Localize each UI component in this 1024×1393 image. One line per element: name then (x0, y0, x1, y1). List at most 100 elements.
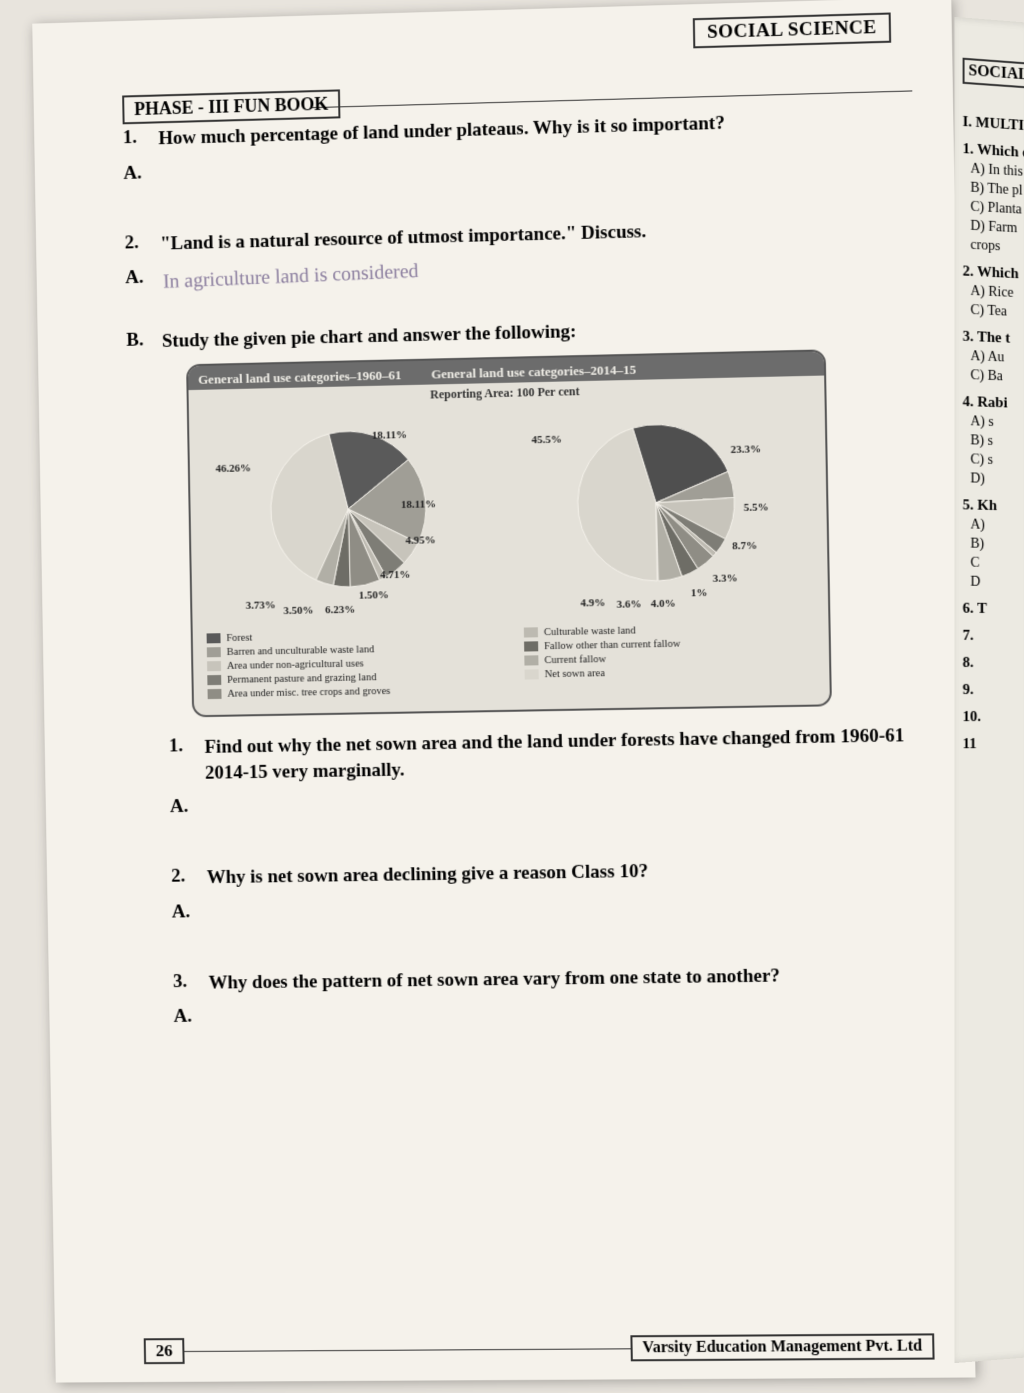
right-section-heading: I. MULTIPL (963, 114, 1024, 135)
right-question: 10. (963, 709, 1024, 726)
legend-swatch (207, 648, 221, 658)
right-option: D) (963, 471, 1024, 489)
question-number: 1. (169, 735, 205, 787)
right-option: A) s (963, 414, 1024, 432)
legend-swatch (525, 670, 539, 680)
sub-question-3: 3. Why does the pattern of net sown area… (173, 961, 928, 996)
right-option: D (963, 575, 1024, 592)
pie-slice-label: 3.6% (617, 598, 642, 610)
section-letter: B. (126, 329, 162, 355)
pie-slice-label: 18.11% (372, 429, 407, 442)
legend-label: Permanent pasture and grazing land (227, 672, 376, 686)
legend-label: Fallow other than current fallow (544, 639, 680, 653)
answer-label: A. (170, 785, 925, 819)
right-option: C (963, 556, 1024, 573)
legend-swatch (207, 634, 221, 644)
header-rule (310, 90, 912, 108)
right-option: C) Tea (963, 303, 1024, 322)
pie-slice-label: 3.73% (246, 599, 276, 612)
legend-label: Barren and unculturable waste land (227, 644, 375, 658)
legend-column-2: Culturable waste landFallow other than c… (524, 619, 816, 697)
right-option: C) s (963, 452, 1024, 470)
right-question: 5. Kh (963, 497, 1024, 515)
right-question: 4. Rabi (963, 394, 1024, 413)
right-option: C) Ba (963, 368, 1024, 386)
legend-label: Culturable waste land (544, 625, 636, 638)
phase-box: PHASE - III FUN BOOK (122, 89, 340, 124)
page-number: 26 (144, 1338, 185, 1364)
textbook-page-left: SOCIAL SCIENCE PHASE - III FUN BOOK 1. H… (32, 0, 975, 1383)
legend-swatch (207, 675, 221, 685)
legend-item: Area under misc. tree crops and groves (208, 684, 495, 700)
legend-item: Permanent pasture and grazing land (207, 670, 494, 686)
right-option: D) Farm (963, 218, 1024, 238)
right-question: 7. (963, 628, 1024, 645)
legend-label: Area under non-agricultural uses (227, 658, 364, 671)
legend-swatch (207, 661, 221, 671)
section-text: Study the given pie chart and answer the… (162, 311, 917, 355)
question-text: Why does the pattern of net sown area va… (208, 961, 928, 996)
right-option: A) In this (963, 161, 1024, 181)
right-option: B) s (963, 433, 1024, 451)
right-question: 8. (963, 655, 1024, 672)
right-question: 11 (963, 736, 1024, 753)
right-question: 6. T (963, 601, 1024, 619)
pie-slice-label: 6.23% (325, 604, 355, 617)
chart-title-left: General land use categories–1960–61 (198, 367, 401, 388)
legend-label: Current fallow (544, 654, 606, 666)
sub-question-1: 1. Find out why the net sown area and th… (169, 723, 925, 787)
question-number: 3. (173, 971, 209, 997)
right-option: B) (963, 536, 1024, 553)
question-text: Why is net sown area declining give a re… (207, 855, 927, 891)
question-number: 1. (123, 126, 159, 152)
chart-legend: ForestBarren and unculturable waste land… (193, 615, 830, 715)
legend-swatch (524, 628, 538, 638)
right-option: A) (963, 517, 1024, 534)
question-text: Find out why the net sown area and the l… (204, 723, 924, 786)
right-subject-tag: SOCIAL SCIENC (963, 58, 1024, 89)
pie-chart-1960-61: 46.26% 18.11% 18.11% 4.95% 4.71% 1.50% 6.23% 3.… (213, 411, 495, 616)
right-option: A) Au (963, 349, 1024, 368)
pie-charts-row: 46.26% 18.11% 18.11% 4.95% 4.71% 1.50% 6.23% 3.… (189, 400, 828, 627)
sub-question-2: 2. Why is net sown area declining give a… (171, 855, 926, 891)
pie-slice-label: 5.5% (744, 501, 769, 514)
answer-label: A. (172, 891, 927, 923)
legend-label: Area under misc. tree crops and groves (227, 686, 390, 700)
right-question: 9. (963, 682, 1024, 699)
pie-slice-label: 1.50% (359, 589, 389, 602)
pie-chart-card: General land use categories–1960–61 Gene… (186, 349, 832, 717)
pie-slice-label: 3.3% (713, 572, 738, 585)
pie-chart-2014-15: 45.5%23.3%5.5%8.7%3.3%1%4.0%3.6%4.9% (519, 404, 804, 610)
legend-label: Net sown area (545, 668, 605, 680)
legend-label: Forest (226, 633, 252, 644)
subject-tag: SOCIAL SCIENCE (693, 12, 891, 48)
right-option: crops (963, 237, 1024, 256)
question-number: 2. (125, 231, 161, 257)
pie-slice-label: 18.11% (401, 498, 436, 511)
pie-slice-label: 23.3% (730, 443, 761, 456)
pie-slice-label: 4.9% (580, 597, 605, 609)
right-question: 1. Which of (963, 141, 1024, 162)
publisher-box: Varsity Education Management Pvt. Ltd (630, 1333, 934, 1361)
pie-slice-label: 4.71% (380, 569, 410, 582)
right-option: B) The pl (963, 180, 1024, 200)
right-page-body: 1. Which ofA) In thisB) The plC) PlantaD… (963, 141, 1024, 753)
footer-rule (184, 1348, 630, 1352)
right-question: 3. The t (963, 329, 1024, 349)
pie-slice-label: 46.26% (215, 462, 251, 475)
question-number: 2. (171, 866, 207, 892)
textbook-page-right-sliver: SOCIAL SCIENC I. MULTIPL 1. Which ofA) I… (955, 17, 1024, 1363)
legend-item: Area under non-agricultural uses (207, 656, 494, 672)
pie-slice-label: 3.50% (283, 604, 313, 617)
pie-slice-label: 45.5% (531, 434, 561, 447)
legend-column-1: ForestBarren and unculturable waste land… (207, 625, 496, 703)
pie-slice-label: 4.0% (651, 598, 676, 611)
right-option: A) Rice (963, 283, 1024, 302)
right-option: C) Planta (963, 199, 1024, 219)
legend-swatch (208, 689, 222, 699)
right-question: 2. Which (963, 263, 1024, 283)
pie-slice-label: 1% (691, 587, 708, 599)
answer-label: A. (173, 997, 928, 1028)
legend-swatch (524, 642, 538, 652)
pie-slice-label: 4.95% (405, 534, 435, 547)
